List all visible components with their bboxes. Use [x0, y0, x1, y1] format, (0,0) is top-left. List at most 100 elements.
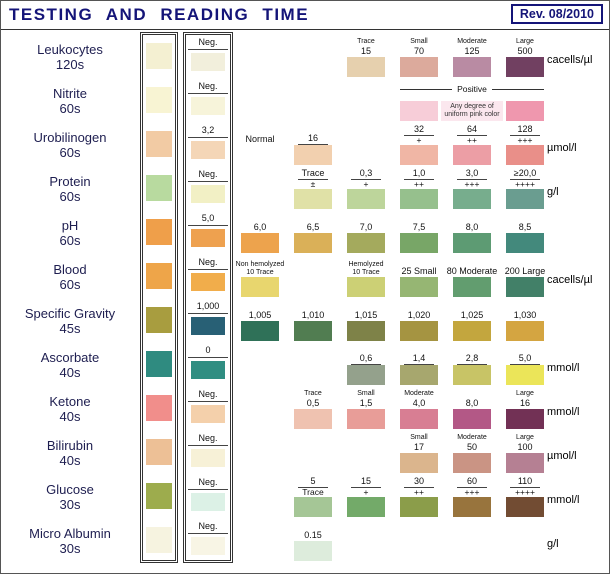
pad-value: 100 — [517, 442, 533, 452]
test-read-time: 60s — [59, 277, 81, 292]
neg-label-ph: 5,0 — [201, 213, 215, 223]
row-label-ph: pH 60s — [3, 218, 137, 248]
pad-value: 1,010 — [301, 310, 325, 320]
pad-value: 60 — [457, 476, 487, 488]
pad-label-ph: 6,5 — [285, 210, 341, 233]
pad-label-ketone: Trace 0,5 — [285, 386, 341, 409]
pad-value: 50 — [466, 442, 477, 452]
color-pad-bilirubin — [400, 453, 438, 473]
pad-value: 2,8 — [457, 353, 487, 365]
color-pad-protein — [400, 189, 438, 209]
test-read-time: 40s — [59, 409, 81, 424]
pad-label-line: 10 Trace — [352, 269, 380, 276]
pad-value: 1,020 — [407, 310, 431, 320]
positive-note: Any degree of uniform pink color — [441, 101, 503, 121]
pad-value: 0,5 — [306, 398, 320, 408]
pad-label-blood: 80 Moderate — [444, 254, 500, 277]
test-name: Glucose — [46, 482, 94, 497]
pad-label-line: Trace — [304, 390, 322, 397]
neg-label-leukocytes: Neg. — [198, 37, 218, 47]
pad-value: 15 — [360, 46, 371, 56]
pad-label-line: Hemolyzed — [348, 261, 384, 268]
color-pad-specific-gravity — [347, 321, 385, 341]
pad-label-specific-gravity: 1,010 — [285, 298, 341, 321]
pad-label-leukocytes: Trace 15 — [338, 34, 394, 57]
pad-label-ketone: Large 16 — [497, 386, 553, 409]
pad-label-blood: 25 Small — [391, 254, 447, 277]
neg-pad-leukocytes — [191, 53, 225, 71]
pad-value: 6,5 — [306, 222, 320, 232]
pad-label-protein: 3,0 +++ — [444, 166, 500, 189]
neg-rule-line — [188, 137, 228, 138]
strip-pad-micro-albumin — [146, 527, 172, 553]
pad-label-ketone: 8,0 — [444, 386, 500, 409]
pad-label-blood: Hemolyzed 10 Trace — [338, 254, 394, 277]
negative-reference-column-frame — [185, 34, 231, 561]
test-read-time: 120s — [55, 57, 85, 72]
pad-label-urobilinogen: 64 ++ — [444, 122, 500, 145]
pad-label-ascorbate: 2,8 — [444, 342, 500, 365]
pad-label-line: Small — [357, 390, 375, 397]
pad-value: 7,0 — [359, 222, 373, 232]
pad-value: 125 — [464, 46, 480, 56]
unit-label-leukocytes: cacells/µl — [547, 54, 593, 66]
strip-pad-urobilinogen — [146, 131, 172, 157]
strip-pad-ketone — [146, 395, 172, 421]
pad-label-specific-gravity: 1,005 — [232, 298, 288, 321]
pad-value: 8,0 — [465, 398, 479, 408]
pad-label-bilirubin: Large 100 — [497, 430, 553, 453]
color-pad-blood — [453, 277, 491, 297]
neg-pad-bilirubin — [191, 449, 225, 467]
color-pad-ketone — [294, 409, 332, 429]
neg-rule-line — [188, 225, 228, 226]
neg-label-urobilinogen: 3,2 — [201, 125, 215, 135]
neg-pad-urobilinogen — [191, 141, 225, 159]
neg-label-specific-gravity: 1,000 — [196, 301, 220, 311]
test-read-time: 60s — [59, 189, 81, 204]
neg-pad-glucose — [191, 493, 225, 511]
pad-label-leukocytes: Small 70 — [391, 34, 447, 57]
unit-label-urobilinogen: µmol/l — [547, 142, 577, 154]
test-name: Ascorbate — [40, 350, 100, 365]
row-label-leukocytes: Leukocytes 120s — [3, 42, 137, 72]
pad-plus-marks: +++ — [464, 487, 480, 497]
pad-label-leukocytes: Large 500 — [497, 34, 553, 57]
pad-label-line: Moderate — [404, 390, 434, 397]
pad-value: ≥20,0 — [510, 168, 540, 180]
color-pad-ascorbate — [400, 365, 438, 385]
pad-label-ph: 8,5 — [497, 210, 553, 233]
strip-pad-leukocytes — [146, 43, 172, 69]
neg-rule-line — [188, 401, 228, 402]
pad-label-specific-gravity: 1,030 — [497, 298, 553, 321]
pad-label-bilirubin: Moderate 50 — [444, 430, 500, 453]
color-pad-ph — [453, 233, 491, 253]
color-pad-ascorbate — [506, 365, 544, 385]
test-name: pH — [61, 218, 79, 233]
pad-value: 1,4 — [404, 353, 434, 365]
pad-plus-marks: ++++ — [515, 179, 535, 189]
neg-label-protein: Neg. — [198, 169, 218, 179]
pad-label-ascorbate: 5,0 — [497, 342, 553, 365]
pad-value: 110 — [510, 476, 540, 488]
color-pad-leukocytes — [347, 57, 385, 77]
row-label-micro-albumin: Micro Albumin 30s — [3, 526, 137, 556]
pad-label-ascorbate: 1,4 — [391, 342, 447, 365]
neg-rule-line — [188, 181, 228, 182]
color-pad-leukocytes — [453, 57, 491, 77]
pad-value: 1,030 — [513, 310, 537, 320]
color-pad-urobilinogen — [400, 145, 438, 165]
pad-value: 5 — [298, 476, 328, 488]
pad-value: 80 Moderate — [446, 266, 498, 276]
neg-rule-line — [188, 313, 228, 314]
pad-value: 16 — [519, 398, 530, 408]
pad-plus-marks: ++ — [414, 487, 424, 497]
test-name: Ketone — [49, 394, 91, 409]
positive-bracket-line — [400, 88, 453, 90]
strip-pad-glucose — [146, 483, 172, 509]
unit-label-glucose: mmol/l — [547, 494, 580, 506]
pad-value: 8,0 — [465, 222, 479, 232]
color-pad-leukocytes — [400, 57, 438, 77]
pad-plus-marks: + — [363, 487, 369, 497]
color-pad-specific-gravity — [453, 321, 491, 341]
pad-label-ph: 7,5 — [391, 210, 447, 233]
